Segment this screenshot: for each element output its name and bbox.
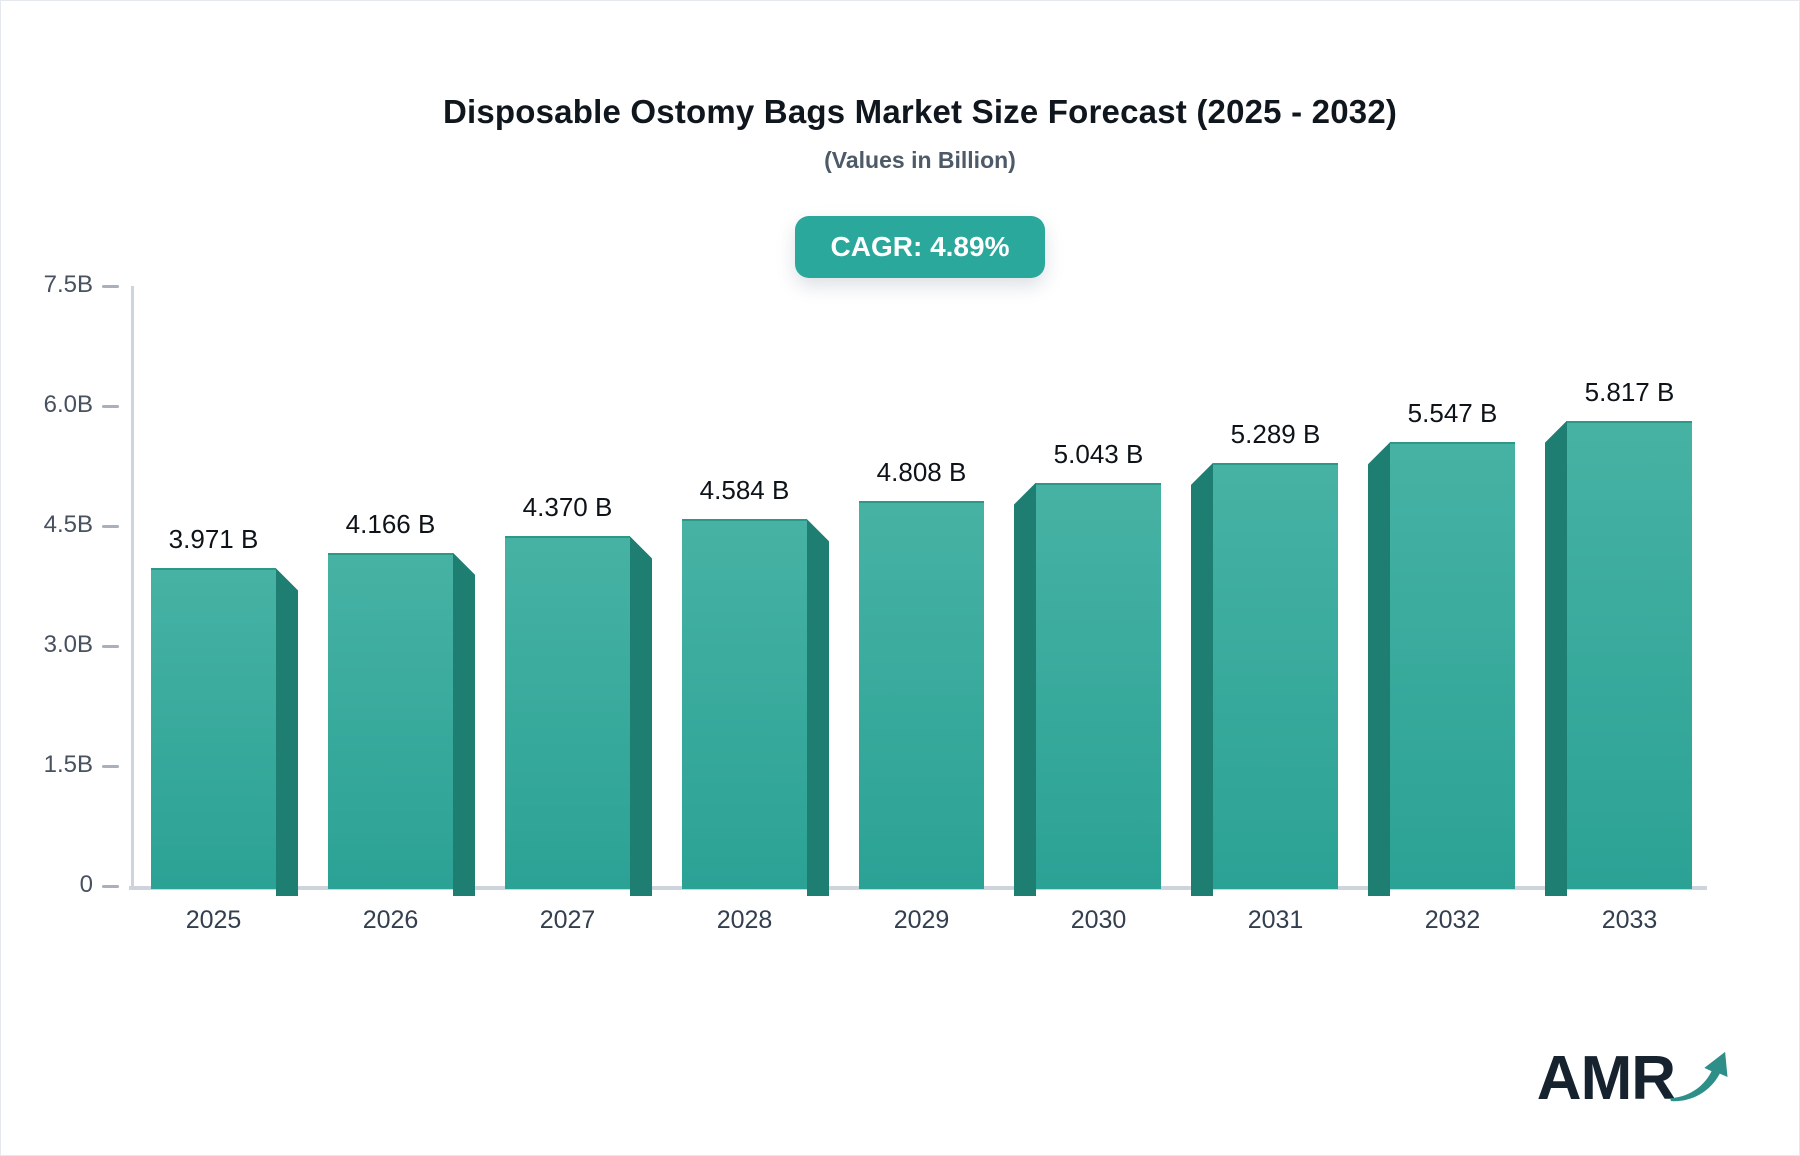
bar-2031 [1213,462,1338,889]
value-label-2026: 4.166 B [345,508,436,539]
value-label-2029: 4.808 B [876,457,967,488]
bar-side-2031 [1191,462,1213,896]
bar-2025 [151,568,276,889]
y-tick-mark [102,525,119,528]
growth-arrow-icon [1670,1051,1728,1102]
value-label-2032: 5.547 B [1407,398,1498,429]
chart-title: Disposable Ostomy Bags Market Size Forec… [442,93,1398,130]
value-label-2027: 4.370 B [522,492,613,523]
bar-side-2033 [1545,420,1567,896]
amr-logo: AMR [1536,1044,1731,1114]
x-tick-label-2030: 2030 [1070,906,1127,934]
chart-header: Disposable Ostomy Bags Market Size Forec… [41,1,1799,278]
value-label-2025: 3.971 B [168,524,259,555]
amr-logo-text: AMR [1536,1044,1676,1114]
cagr-badge: CAGR: 4.89% [794,216,1046,278]
bar-side-2028 [807,519,829,896]
y-tick-mark [102,885,119,888]
bar-2026 [328,552,453,889]
y-tick-label: 1.5B [43,751,93,778]
bar-side-2032 [1368,442,1390,896]
y-tick-label: 7.5B [43,271,93,298]
bar-2027 [505,536,630,889]
bar-2033 [1567,420,1692,889]
y-tick-mark [102,405,119,408]
y-tick-label: 4.5B [43,511,93,538]
x-tick-label-2027: 2027 [539,906,596,934]
bar-2028 [682,519,807,889]
x-tick-label-2029: 2029 [893,906,950,934]
x-tick-label-2031: 2031 [1247,906,1304,934]
bar-2030 [1036,482,1161,889]
value-label-2028: 4.584 B [699,475,790,506]
value-label-2033: 5.817 B [1584,376,1675,407]
y-tick-mark [102,645,119,648]
y-tick-label: 0 [79,871,93,898]
value-label-2030: 5.043 B [1053,438,1144,469]
bar-side-2027 [630,536,652,896]
x-tick-label-2033: 2033 [1601,906,1658,934]
bar-side-2025 [276,568,298,896]
bar-side-2026 [453,552,475,896]
y-tick-mark [102,765,119,768]
bar-2029 [859,501,984,889]
y-tick-label: 3.0B [43,631,93,658]
y-tick-mark [102,285,119,288]
x-tick-label-2028: 2028 [716,906,773,934]
y-tick-label: 6.0B [43,391,93,418]
bar-side-2030 [1014,482,1036,896]
x-tick-label-2026: 2026 [362,906,419,934]
value-label-2031: 5.289 B [1230,418,1321,449]
chart-subtitle: (Values in Billion) [824,147,1016,173]
x-tick-label-2032: 2032 [1424,906,1481,934]
bar-2032 [1390,442,1515,889]
x-tick-label-2025: 2025 [185,906,242,934]
y-axis-line [131,286,134,886]
